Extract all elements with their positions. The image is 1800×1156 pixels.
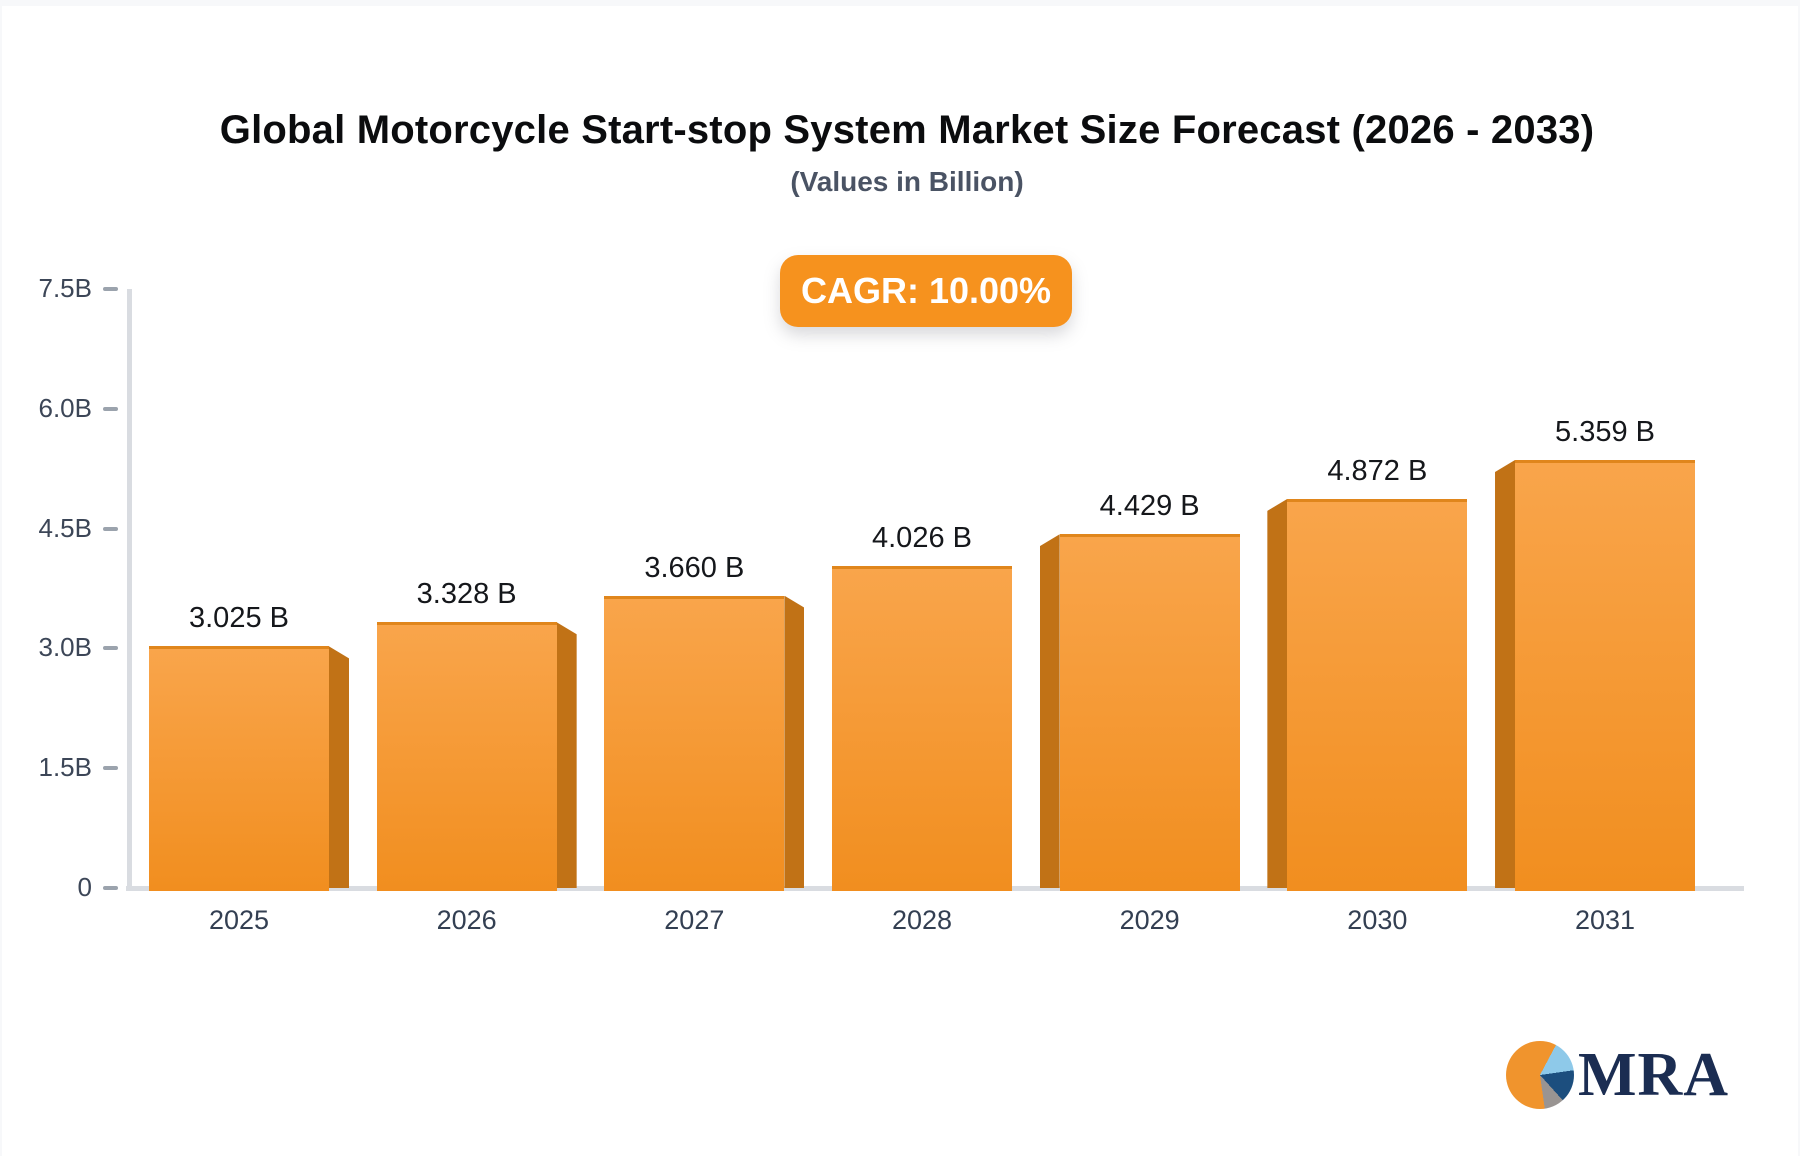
x-axis-category-label: 2026 — [436, 905, 497, 935]
pie-chart-logo-icon — [1506, 1041, 1574, 1109]
y-axis-tick — [103, 526, 118, 531]
bar-3d-side — [1495, 459, 1516, 888]
y-axis-tick-label: 0 — [77, 872, 92, 902]
x-axis-category-label: 2027 — [664, 905, 725, 935]
x-axis-category-label: 2029 — [1119, 905, 1180, 935]
y-axis-tick — [103, 406, 118, 411]
bar-2028 — [832, 566, 1012, 891]
y-axis-tick — [103, 286, 118, 291]
bar-3d-side — [329, 646, 349, 888]
bar-3d-side — [784, 595, 805, 888]
bar-3d-side — [1039, 534, 1060, 888]
x-axis-category-label: 2030 — [1347, 905, 1408, 935]
y-axis-tick — [103, 886, 118, 890]
bar-value-label: 4.872 B — [1327, 454, 1428, 487]
bar-2027 — [604, 595, 785, 891]
bar-3d-side — [556, 622, 577, 888]
x-axis-category-label: 2025 — [208, 905, 270, 935]
y-axis-tick-label: 4.5B — [38, 512, 93, 543]
y-axis-line — [127, 289, 132, 890]
bar-value-label: 3.660 B — [644, 551, 745, 584]
bar-3d-side — [1267, 498, 1288, 888]
y-axis-tick — [103, 646, 118, 651]
y-axis-tick-label: 6.0B — [38, 392, 93, 423]
y-axis-tick-label: 1.5B — [38, 752, 93, 783]
mra-logo: MRA — [1506, 1036, 1756, 1114]
y-axis-tick — [103, 766, 118, 771]
cagr-badge-label: CAGR: 10.00% — [800, 270, 1052, 311]
y-axis-tick-label: 7.5B — [38, 272, 93, 303]
x-axis-category-label: 2031 — [1574, 905, 1636, 935]
chart-subtitle: (Values in Billion) — [790, 166, 1024, 197]
x-axis-category-label: 2028 — [891, 905, 953, 935]
bar-2025 — [149, 646, 329, 891]
bar-2029 — [1059, 534, 1240, 891]
bar-2031 — [1515, 459, 1696, 891]
bar-value-label: 4.429 B — [1099, 490, 1200, 523]
y-axis-tick-label: 3.0B — [38, 632, 93, 663]
bar-value-label: 3.025 B — [189, 602, 289, 635]
bar-2030 — [1287, 498, 1468, 891]
bar-value-label: 5.359 B — [1555, 415, 1655, 448]
bar-2026 — [376, 622, 557, 891]
bar-value-label: 3.328 B — [416, 578, 517, 611]
cagr-badge: CAGR: 10.00% — [780, 255, 1072, 327]
bar-value-label: 4.026 B — [872, 522, 972, 555]
mra-logo-text: MRA — [1578, 1041, 1730, 1109]
chart-title: Global Motorcycle Start-stop System Mark… — [219, 108, 1595, 152]
